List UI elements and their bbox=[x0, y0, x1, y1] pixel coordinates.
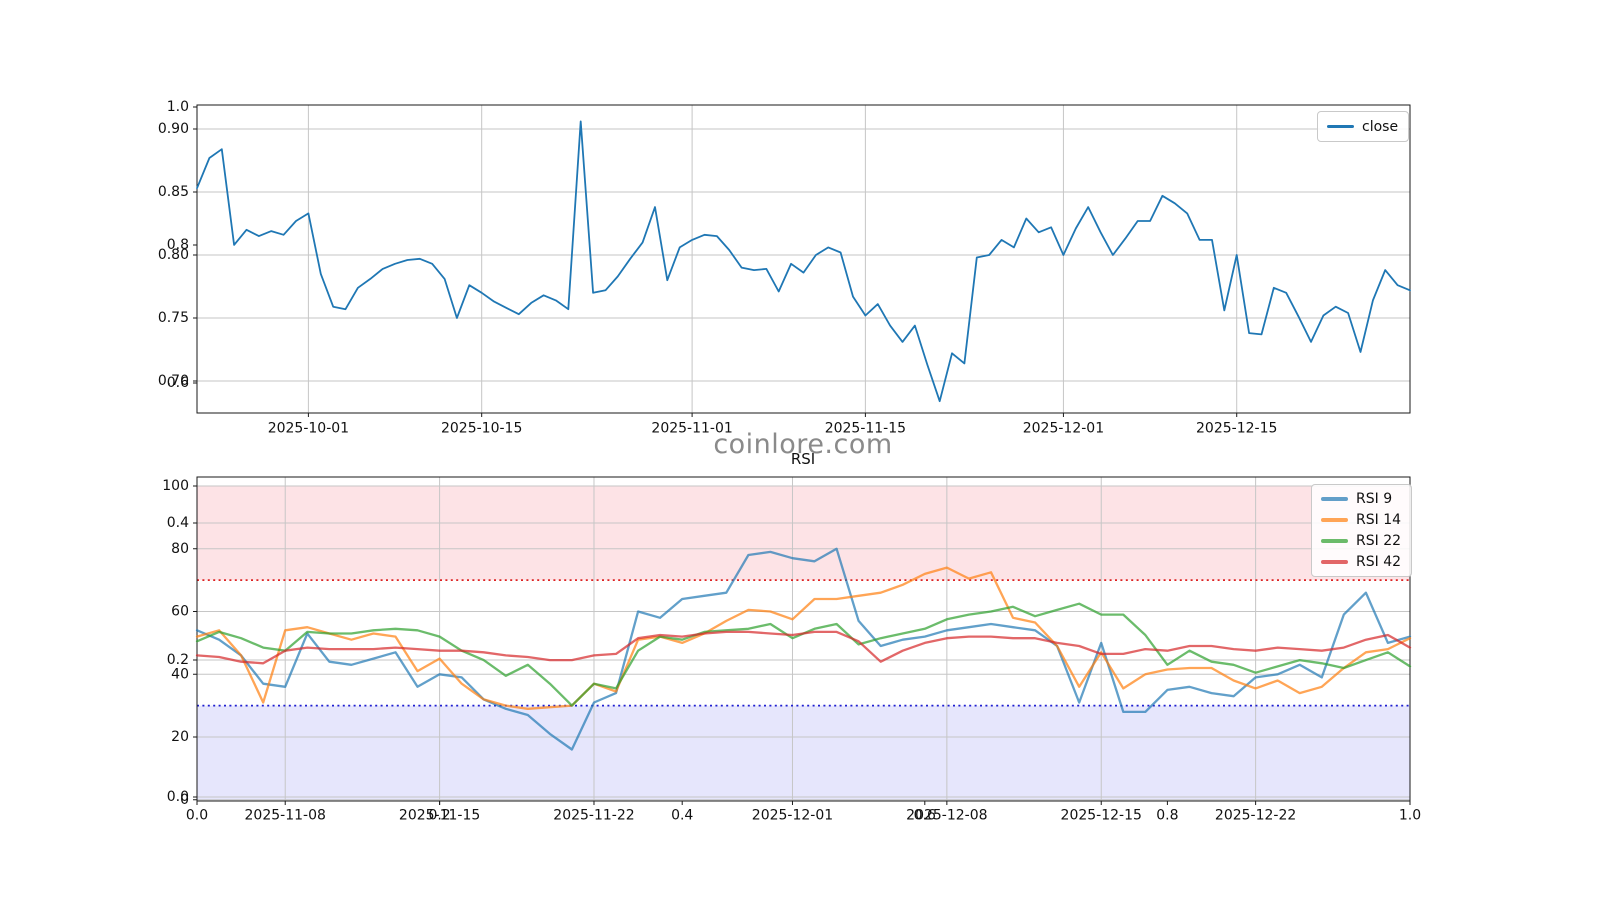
price-y-tick-label: 0.90 bbox=[158, 121, 189, 137]
watermark: coinlore.com bbox=[713, 429, 893, 460]
price-y2-tick-label: 1.0 bbox=[167, 99, 189, 115]
price-x-tick-label: 2025-11-01 bbox=[651, 421, 732, 437]
rsi9-legend-label: RSI 9 bbox=[1356, 490, 1393, 507]
rsi22-line-swatch bbox=[1321, 538, 1348, 543]
legend-row-rsi22: RSI 22 bbox=[1321, 530, 1401, 551]
rsi-y2-tick-label: 0.4 bbox=[167, 515, 189, 531]
rsi-y2-tick-label: 0.0 bbox=[167, 789, 189, 805]
rsi-y-tick-label: 60 bbox=[171, 604, 189, 620]
rsi-x-tick-label: 2025-12-08 bbox=[906, 808, 987, 824]
rsi-x2-tick-label: 0.6 bbox=[914, 808, 936, 824]
rsi-x2-tick-label: 0.0 bbox=[186, 808, 208, 824]
rsi-x2-tick-label: 0.4 bbox=[671, 808, 693, 824]
rsi42-line-swatch bbox=[1321, 559, 1348, 564]
rsi-x-tick-label: 2025-11-08 bbox=[245, 808, 326, 824]
price-x-tick-label: 2025-10-01 bbox=[268, 421, 349, 437]
rsi-chart-title: RSI bbox=[790, 450, 816, 468]
rsi14-line-swatch bbox=[1321, 517, 1348, 522]
rsi14-line bbox=[195, 566, 1412, 710]
close-line-swatch bbox=[1327, 125, 1354, 128]
rsi-x-tick-label: 2025-12-22 bbox=[1215, 808, 1296, 824]
price-y-tick-label: 0.85 bbox=[158, 184, 189, 200]
price-y-tick-label: 0.70 bbox=[158, 373, 189, 389]
oversold-band bbox=[197, 705, 1410, 800]
price-y2-tick-label: 0.6 bbox=[167, 375, 189, 391]
legend-row-close: close bbox=[1327, 116, 1398, 137]
legend-row-rsi14: RSI 14 bbox=[1321, 509, 1401, 530]
close-legend-label: close bbox=[1362, 118, 1399, 135]
rsi-x-tick-label: 2025-12-15 bbox=[1061, 808, 1142, 824]
rsi22-line bbox=[195, 602, 1412, 707]
price-legend: close bbox=[1317, 111, 1410, 142]
price-x-tick-label: 2025-11-15 bbox=[825, 421, 906, 437]
rsi-x-tick-label: 2025-11-22 bbox=[553, 808, 634, 824]
rsi-chart: 100 80 60 40 20 0 0.4 0.2 0.0 2025-11-08 2025-11-1… bbox=[162, 476, 1421, 824]
price-x-tick-label: 2025-12-15 bbox=[1196, 421, 1277, 437]
rsi-x2-tick-label: 0.2 bbox=[428, 808, 450, 824]
price-y2-tick-label: 0.8 bbox=[167, 237, 189, 253]
legend-row-rsi9: RSI 9 bbox=[1321, 488, 1401, 509]
rsi-y2-tick-label: 0.2 bbox=[167, 652, 189, 668]
rsi-y-tick-label: 0 bbox=[180, 792, 189, 808]
price-x-tick-label: 2025-10-15 bbox=[441, 421, 522, 437]
rsi-x2-tick-label: 0.8 bbox=[1156, 808, 1178, 824]
rsi-y-tick-label: 20 bbox=[171, 729, 189, 745]
price-y-tick-label: 0.75 bbox=[158, 310, 189, 326]
overbought-band bbox=[197, 486, 1410, 581]
legend-row-rsi42: RSI 42 bbox=[1321, 551, 1401, 572]
price-x-tick-label: 2025-12-01 bbox=[1023, 421, 1104, 437]
close-line bbox=[196, 120, 1411, 403]
rsi-y-tick-label: 40 bbox=[171, 666, 189, 682]
price-chart: 0.90 0.85 0.80 0.75 0.70 1.0 0.8 0.6 2025-10-01 2… bbox=[158, 99, 1411, 437]
price-plot-border bbox=[196, 104, 1411, 414]
rsi-x-tick-label: 2025-12-01 bbox=[752, 808, 833, 824]
rsi42-legend-label: RSI 42 bbox=[1356, 553, 1402, 570]
rsi-x-tick-label: 2025-11-15 bbox=[399, 808, 480, 824]
rsi-x2-tick-label: 1.0 bbox=[1399, 808, 1421, 824]
rsi-y-tick-label: 80 bbox=[171, 541, 189, 557]
rsi-y-tick-label: 100 bbox=[162, 478, 189, 494]
price-y-tick-label: 0.80 bbox=[158, 247, 189, 263]
rsi9-line bbox=[195, 547, 1412, 751]
rsi-legend: RSI 9 RSI 14 RSI 22 RSI 42 bbox=[1311, 484, 1413, 577]
rsi9-line-swatch bbox=[1321, 496, 1348, 501]
rsi22-legend-label: RSI 22 bbox=[1356, 532, 1402, 549]
rsi14-legend-label: RSI 14 bbox=[1356, 511, 1402, 528]
rsi42-line bbox=[195, 630, 1412, 665]
